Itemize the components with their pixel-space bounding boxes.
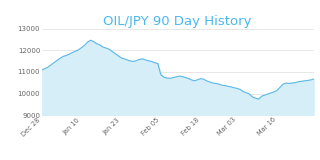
Title: OIL/JPY 90 Day History: OIL/JPY 90 Day History [103, 15, 252, 28]
